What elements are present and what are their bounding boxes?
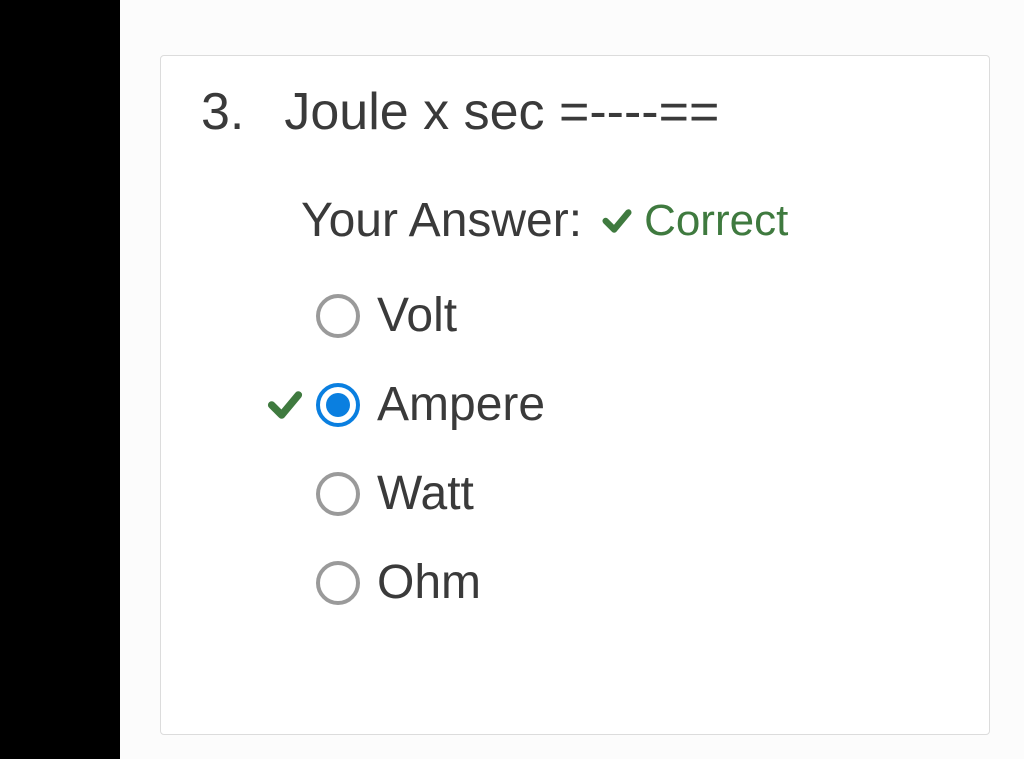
radio-icon[interactable] xyxy=(313,291,363,341)
option-label: Ohm xyxy=(377,555,481,610)
option-label: Watt xyxy=(377,466,474,521)
option-row[interactable]: Ampere xyxy=(263,377,949,432)
question-number: 3. xyxy=(201,86,244,138)
question-text: Joule x sec =----== xyxy=(284,86,719,138)
your-answer-label: Your Answer: xyxy=(301,193,582,248)
option-correct-slot xyxy=(263,385,311,425)
options-list: Volt Ampere xyxy=(263,288,949,610)
radio-icon[interactable] xyxy=(313,469,363,519)
option-label: Volt xyxy=(377,288,457,343)
option-row[interactable]: Watt xyxy=(263,466,949,521)
check-icon xyxy=(600,204,634,238)
your-answer-row: Your Answer: Correct xyxy=(301,193,949,248)
option-row[interactable]: Ohm xyxy=(263,555,949,610)
question-card: 3. Joule x sec =----== Your Answer: Corr… xyxy=(160,55,990,735)
page: 3. Joule x sec =----== Your Answer: Corr… xyxy=(0,0,1024,759)
radio-icon[interactable] xyxy=(313,558,363,608)
question-row: 3. Joule x sec =----== xyxy=(201,86,949,138)
left-strip xyxy=(0,0,120,759)
answer-status: Correct xyxy=(644,196,788,246)
check-icon xyxy=(265,385,305,425)
option-label: Ampere xyxy=(377,377,545,432)
radio-selected-icon[interactable] xyxy=(313,380,363,430)
option-row[interactable]: Volt xyxy=(263,288,949,343)
